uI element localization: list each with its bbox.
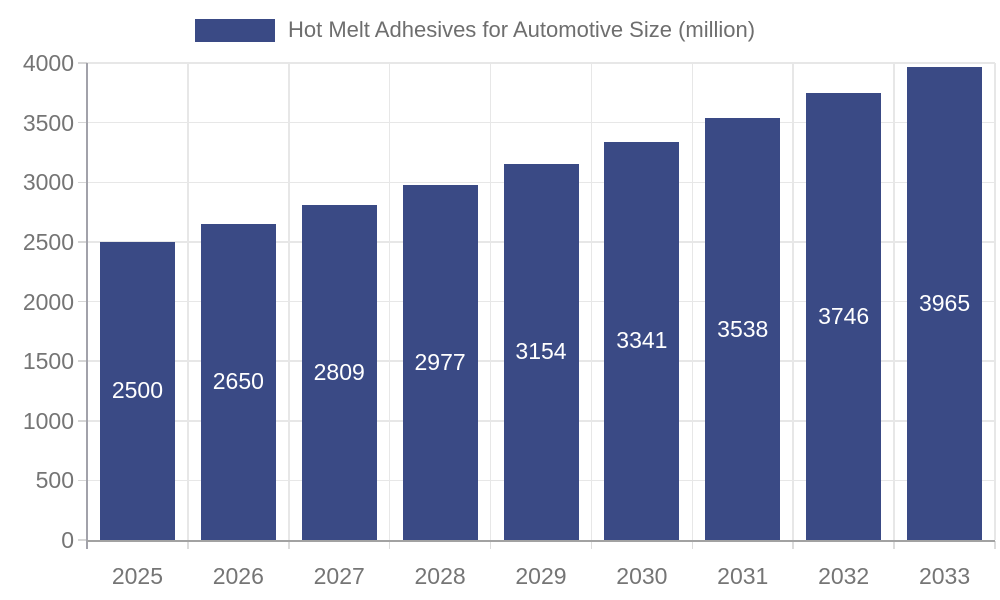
x-tick-mark	[590, 541, 593, 549]
legend: Hot Melt Adhesives for Automotive Size (…	[195, 17, 755, 43]
y-gridline	[87, 121, 995, 124]
bar: 3965	[907, 67, 983, 540]
x-axis-tick-label: 2028	[414, 563, 466, 589]
y-tick-mark	[78, 539, 87, 541]
x-tick-mark	[288, 541, 290, 549]
bar-value-label: 3154	[515, 338, 567, 365]
x-gridline	[388, 63, 391, 540]
bar: 3538	[705, 118, 781, 540]
y-axis-line	[86, 63, 88, 549]
x-tick-mark	[489, 541, 492, 549]
legend-swatch	[195, 18, 275, 42]
x-gridline	[590, 63, 593, 540]
x-gridline	[187, 63, 189, 540]
x-tick-mark	[388, 541, 391, 549]
x-tick-mark	[792, 541, 794, 549]
y-tick-mark	[78, 420, 87, 422]
bar-value-label: 2809	[313, 359, 365, 385]
bar-value-label: 2500	[111, 377, 164, 404]
y-gridline	[87, 62, 995, 64]
bar-value-label: 2650	[212, 368, 264, 395]
bar: 3341	[604, 141, 680, 540]
bar: 2977	[402, 184, 478, 540]
y-axis-tick-label: 2000	[22, 288, 74, 315]
x-axis-tick-label: 2032	[818, 563, 870, 589]
x-axis-line	[87, 540, 995, 542]
y-tick-mark	[78, 479, 87, 482]
x-axis-tick-label: 2025	[111, 563, 164, 589]
y-axis-tick-label: 500	[35, 467, 74, 494]
x-gridline	[288, 63, 290, 540]
y-tick-mark	[78, 181, 87, 183]
x-tick-mark	[893, 541, 895, 549]
bar: 3746	[806, 93, 882, 540]
y-axis-tick-label: 1000	[22, 407, 74, 434]
y-tick-mark	[78, 300, 87, 303]
y-axis-tick-label: 3500	[22, 109, 74, 136]
y-axis-tick-label: 4000	[22, 50, 74, 76]
bar: 2500	[99, 241, 175, 540]
x-axis-tick-label: 2027	[313, 563, 365, 589]
y-axis-tick-label: 1500	[22, 348, 74, 375]
x-gridline	[893, 63, 895, 540]
y-tick-mark	[78, 360, 87, 362]
x-gridline	[489, 63, 492, 540]
x-tick-mark	[994, 541, 996, 549]
bar-value-label: 3341	[616, 327, 668, 354]
bar-value-label: 2977	[414, 348, 466, 375]
x-axis-tick-label: 2026	[212, 563, 264, 589]
legend-label: Hot Melt Adhesives for Automotive Size (…	[288, 17, 756, 42]
bar: 2650	[200, 223, 276, 540]
bar: 3154	[503, 163, 579, 540]
y-tick-mark	[78, 62, 87, 64]
x-axis-tick-label: 2029	[515, 563, 567, 589]
x-gridline	[994, 63, 996, 540]
bar-value-label: 3538	[717, 315, 769, 342]
x-axis-tick-label: 2030	[616, 563, 668, 589]
y-axis-tick-label: 0	[61, 527, 74, 553]
y-axis-tick-label: 3000	[22, 169, 74, 196]
x-tick-mark	[691, 541, 694, 549]
x-tick-mark	[187, 541, 189, 549]
x-gridline	[792, 63, 794, 540]
bar-value-label: 3965	[918, 290, 971, 317]
x-axis-tick-label: 2033	[918, 563, 971, 589]
x-axis-tick-label: 2031	[717, 563, 769, 589]
x-gridline	[691, 63, 694, 540]
y-tick-mark	[78, 121, 87, 124]
bar-value-label: 3746	[818, 303, 870, 330]
y-axis-tick-label: 2500	[22, 228, 74, 255]
bar: 2809	[301, 205, 377, 540]
y-tick-mark	[78, 241, 87, 243]
